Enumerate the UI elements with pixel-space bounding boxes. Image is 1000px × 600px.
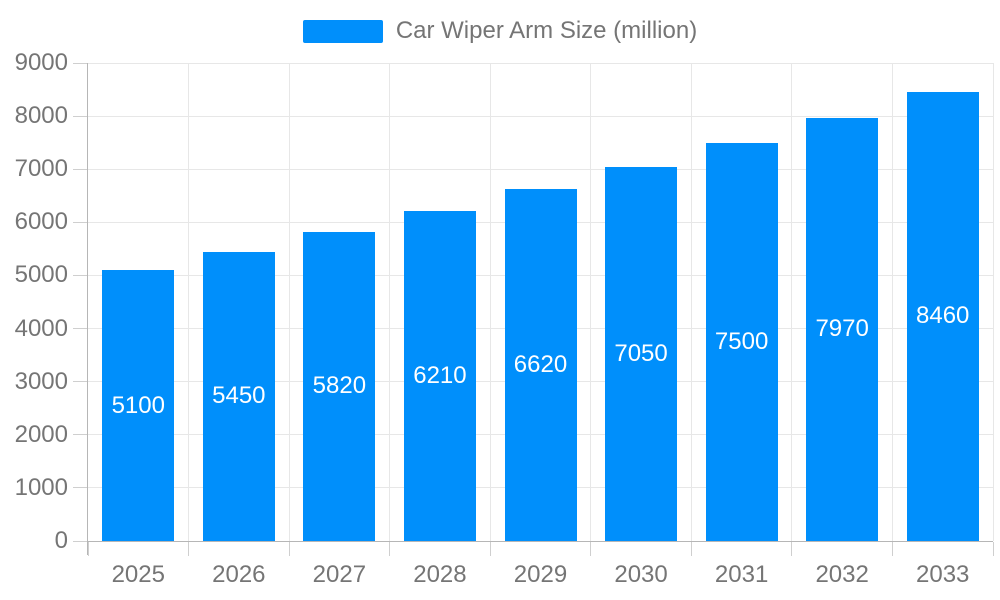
y-axis-line xyxy=(87,63,88,555)
y-axis-label: 9000 xyxy=(14,49,68,76)
y-axis-tick xyxy=(73,328,87,330)
x-axis-label: 2033 xyxy=(916,561,970,588)
gridline-vertical xyxy=(389,63,391,541)
y-axis-label: 5000 xyxy=(14,261,68,289)
gridline-vertical xyxy=(690,63,692,541)
gridline-vertical xyxy=(188,63,190,541)
y-axis-label: 0 xyxy=(54,527,68,554)
legend: Car Wiper Arm Size (million) xyxy=(0,19,1000,43)
bar-2033[interactable]: 8460 xyxy=(906,91,979,541)
y-axis-label: 2000 xyxy=(14,420,68,448)
x-axis-tick xyxy=(188,542,190,556)
y-axis-tick xyxy=(73,62,87,64)
x-axis-tick xyxy=(891,542,893,556)
x-axis-tick xyxy=(288,542,290,556)
gridline-horizontal xyxy=(88,115,993,117)
x-axis-line xyxy=(88,541,993,542)
y-axis-label: 3000 xyxy=(14,367,68,395)
y-axis-label: 1000 xyxy=(14,473,68,501)
bar-value-label: 6210 xyxy=(413,362,467,390)
gridline-vertical xyxy=(489,63,491,541)
gridline-vertical xyxy=(891,63,893,541)
y-axis-label: 7000 xyxy=(14,155,68,183)
x-axis-tick xyxy=(489,542,491,556)
bar-2027[interactable]: 5820 xyxy=(303,231,376,541)
y-axis-tick xyxy=(73,381,87,383)
bar-2029[interactable]: 6620 xyxy=(504,189,577,541)
gridline-vertical xyxy=(288,63,290,541)
x-axis-label: 2025 xyxy=(111,561,165,588)
bar-value-label: 7500 xyxy=(714,327,769,355)
legend-label: Car Wiper Arm Size (million) xyxy=(395,17,698,44)
y-axis-label: 8000 xyxy=(14,102,68,130)
y-axis-label: 6000 xyxy=(14,208,68,236)
x-axis-tick xyxy=(992,542,994,556)
plot-area: 0 1000 2000 3000 4000 5000 6000 7000 8000 9000 202… xyxy=(15,51,994,587)
bar-value-label: 7970 xyxy=(815,315,869,343)
gridline-vertical xyxy=(590,63,592,541)
bar-2030[interactable]: 7050 xyxy=(605,166,678,541)
x-axis-tick xyxy=(791,542,793,556)
y-axis-tick xyxy=(73,434,87,436)
bar-value-label: 8460 xyxy=(916,302,970,330)
bar-value-label: 5450 xyxy=(212,382,266,410)
legend-swatch xyxy=(302,19,383,43)
bar-2032[interactable]: 7970 xyxy=(806,117,879,541)
y-axis-tick xyxy=(73,540,87,542)
x-axis-label: 2031 xyxy=(714,561,769,588)
bar-value-label: 7050 xyxy=(614,339,668,367)
x-axis-tick xyxy=(590,542,592,556)
x-axis-label: 2028 xyxy=(413,561,467,588)
x-axis-label: 2030 xyxy=(614,561,668,588)
y-axis-tick xyxy=(73,221,87,223)
bar-2028[interactable]: 6210 xyxy=(403,211,476,541)
x-axis-tick xyxy=(389,542,391,556)
legend-item[interactable]: Car Wiper Arm Size (million) xyxy=(302,17,698,44)
bar-value-label: 5100 xyxy=(111,391,165,419)
y-axis-tick xyxy=(73,115,87,117)
bar-value-label: 6620 xyxy=(513,351,568,379)
x-axis-tick xyxy=(690,542,692,556)
y-axis-label: 4000 xyxy=(14,314,68,342)
x-axis-label: 2026 xyxy=(212,561,266,588)
x-axis-label: 2029 xyxy=(513,561,568,588)
bar-2031[interactable]: 7500 xyxy=(705,142,778,541)
y-axis-tick xyxy=(73,274,87,276)
gridline-vertical xyxy=(992,63,994,541)
x-axis-tick xyxy=(87,542,89,556)
gridline-horizontal xyxy=(88,168,993,170)
y-axis-tick xyxy=(73,487,87,489)
y-axis-tick xyxy=(73,168,87,170)
gridline-vertical xyxy=(791,63,793,541)
bar-2026[interactable]: 5450 xyxy=(202,251,275,541)
x-axis-label: 2027 xyxy=(312,561,367,588)
x-axis-label: 2032 xyxy=(815,561,869,588)
gridline-horizontal xyxy=(88,62,993,64)
bar-2025[interactable]: 5100 xyxy=(102,270,175,541)
bar-value-label: 5820 xyxy=(312,372,367,400)
